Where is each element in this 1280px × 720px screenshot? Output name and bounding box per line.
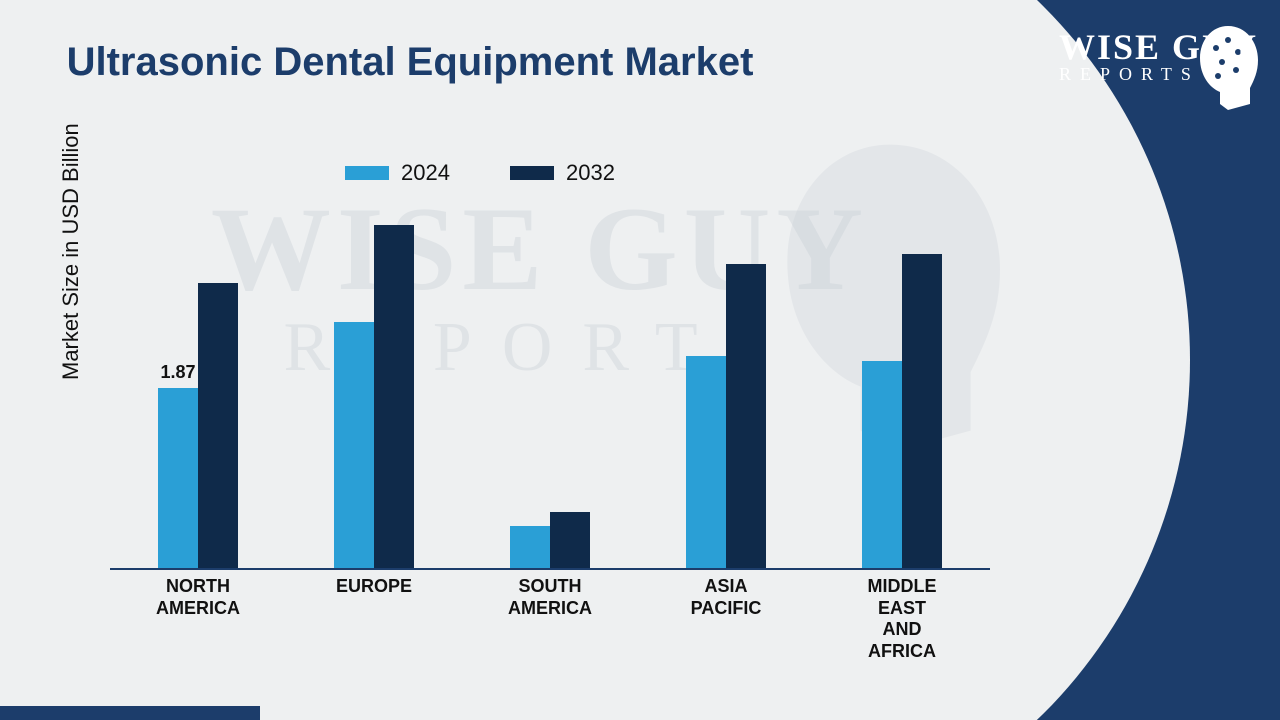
x-axis-labels: NORTHAMERICAEUROPESOUTHAMERICAASIAPACIFI… — [110, 576, 990, 662]
legend: 2024 2032 — [0, 160, 960, 186]
legend-label-2032: 2032 — [566, 160, 615, 186]
legend-swatch-2024 — [345, 166, 389, 180]
legend-swatch-2032 — [510, 166, 554, 180]
bar-group — [814, 220, 990, 570]
bar-2024: 1.87 — [158, 388, 198, 570]
plot-area: 1.87 — [110, 220, 990, 570]
bar-group — [286, 220, 462, 570]
bar-2024 — [862, 361, 902, 570]
bar-2032 — [374, 225, 414, 570]
bar-2024 — [686, 356, 726, 570]
bar-value-label: 1.87 — [160, 362, 195, 383]
x-axis-category-label: SOUTHAMERICA — [462, 576, 638, 662]
bar-2032 — [550, 512, 590, 570]
bar-2024 — [510, 526, 550, 570]
bar-group: 1.87 — [110, 220, 286, 570]
bar-2032 — [198, 283, 238, 570]
bar-2032 — [726, 264, 766, 570]
chart-canvas: WISE GUY REPORTS Ultrasonic Dental Equip… — [0, 0, 1280, 720]
bar-2032 — [902, 254, 942, 570]
bar-2024 — [334, 322, 374, 570]
x-axis-category-label: ASIAPACIFIC — [638, 576, 814, 662]
x-axis-category-label: NORTHAMERICA — [110, 576, 286, 662]
y-axis-label: Market Size in USD Billion — [58, 123, 84, 380]
bar-group — [462, 220, 638, 570]
x-axis-baseline — [110, 568, 990, 570]
chart-title: Ultrasonic Dental Equipment Market — [0, 40, 820, 85]
logo-line1: WISE GUY — [1059, 26, 1258, 68]
legend-item-2024: 2024 — [345, 160, 450, 186]
bottom-accent-band — [0, 706, 260, 720]
bar-groups: 1.87 — [110, 220, 990, 570]
bar-group — [638, 220, 814, 570]
x-axis-category-label: MIDDLEEASTANDAFRICA — [814, 576, 990, 662]
x-axis-category-label: EUROPE — [286, 576, 462, 662]
brand-logo: WISE GUY REPORTS — [1059, 26, 1258, 85]
legend-item-2032: 2032 — [510, 160, 615, 186]
legend-label-2024: 2024 — [401, 160, 450, 186]
